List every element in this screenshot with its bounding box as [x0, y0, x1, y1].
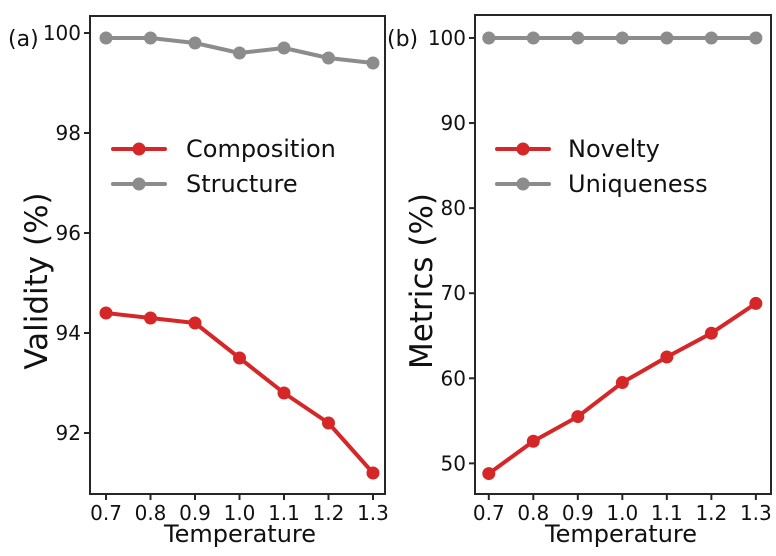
- panel-b-series-novelty-marker: [526, 434, 540, 448]
- panel-a-series-structure-marker: [233, 46, 247, 60]
- panel-b-ytick-label: 80: [441, 196, 466, 220]
- panel-b-series-novelty-marker: [482, 467, 496, 481]
- panel-a-xtick-label: 1.2: [313, 501, 345, 525]
- panel-b-series-novelty-marker: [660, 350, 674, 364]
- panel-a-yaxis-label: Validity (%): [19, 192, 55, 369]
- panel-b-series-uniqueness-marker: [615, 31, 629, 45]
- panel-b-series-novelty-marker: [749, 296, 763, 310]
- panel-a-xtick-label: 1.3: [357, 501, 389, 525]
- panel-a-xtick-label: 1.1: [268, 501, 300, 525]
- panel-a-label: (a): [8, 27, 39, 52]
- panel-a-xtick-label: 0.9: [179, 501, 211, 525]
- panel-a-ytick-label: 98: [56, 121, 81, 145]
- panel-a-xtick-label: 0.7: [90, 501, 122, 525]
- panel-b-series-uniqueness-marker: [526, 31, 540, 45]
- panel-b-series-uniqueness-marker: [749, 31, 763, 45]
- panel-b-legend-novelty-label: Novelty: [568, 135, 660, 163]
- panel-a-series-composition-marker: [277, 386, 291, 400]
- panel-b-legend-novelty-marker: [516, 142, 530, 156]
- panel-a-series-structure-marker: [99, 31, 113, 45]
- panel-a-ytick-label: 94: [56, 321, 81, 345]
- panel-b-ytick-label: 70: [441, 281, 466, 305]
- panel-b-series-uniqueness-marker: [571, 31, 585, 45]
- panel-a-series-composition-marker: [188, 316, 202, 330]
- panel-b-xtick-label: 0.7: [473, 501, 505, 525]
- panel-b-ytick-label: 90: [441, 111, 466, 135]
- panel-b-series-uniqueness-marker: [660, 31, 674, 45]
- panel-b-label: (b): [387, 27, 418, 52]
- panel-a-series-composition-marker: [321, 416, 335, 430]
- panel-a-series-structure-marker: [321, 51, 335, 65]
- panel-a-series-structure-marker: [366, 56, 380, 70]
- panel-a-series-structure-marker: [188, 36, 202, 50]
- panel-a-series-composition-marker: [99, 306, 113, 320]
- panel-b-xtick-label: 0.8: [517, 501, 549, 525]
- panel-a-legend-structure-marker: [132, 177, 146, 191]
- panel-a-legend-composition-label: Composition: [186, 135, 336, 163]
- panel-a-xtick-label: 0.8: [135, 501, 167, 525]
- panel-b-ytick-label: 60: [441, 366, 466, 390]
- panel-b-xtick-label: 1.1: [651, 501, 683, 525]
- panel-b-xtick-label: 1.2: [695, 501, 727, 525]
- panel-a-xtick-label: 1.0: [224, 501, 256, 525]
- panel-b-series-uniqueness-marker: [482, 31, 496, 45]
- panel-a-legend-composition-marker: [132, 142, 146, 156]
- panel-b-xtick-label: 0.9: [562, 501, 594, 525]
- panel-a-series-structure-marker: [277, 41, 291, 55]
- panel-a-plot-area: [89, 15, 386, 495]
- panel-a-legend-structure-label: Structure: [186, 170, 298, 198]
- panel-b-yaxis-label: Metrics (%): [404, 193, 440, 369]
- panel-b-series-novelty-marker: [615, 376, 629, 390]
- panel-b-xaxis-label: Temperature: [544, 520, 697, 548]
- panel-b-legend-uniqueness-marker: [516, 177, 530, 191]
- panel-b-legend-uniqueness-label: Uniqueness: [568, 170, 708, 198]
- panel-a-series-structure-marker: [144, 31, 158, 45]
- panel-b-series-uniqueness-marker: [704, 31, 718, 45]
- panel-a-ytick-label: 96: [56, 221, 81, 245]
- panel-a-series-composition-marker: [144, 311, 158, 325]
- panel-a-xaxis-label: Temperature: [163, 520, 316, 548]
- panel-a-ytick-label: 100: [43, 21, 81, 45]
- panel-a-series-composition-marker: [233, 351, 247, 365]
- panel-b-plot-area: [474, 14, 772, 495]
- panel-b-xtick-label: 1.0: [606, 501, 638, 525]
- panel-b-ytick-label: 100: [428, 26, 466, 50]
- panel-a-series-composition-line: [104, 311, 375, 475]
- panel-a-series-composition-marker: [366, 466, 380, 480]
- panel-b-ytick-label: 50: [441, 451, 466, 475]
- panel-b-series-novelty-marker: [704, 326, 718, 340]
- panel-b-series-novelty-marker: [571, 410, 585, 424]
- panel-a-ytick-label: 92: [56, 421, 81, 445]
- panel-b-xtick-label: 1.3: [740, 501, 772, 525]
